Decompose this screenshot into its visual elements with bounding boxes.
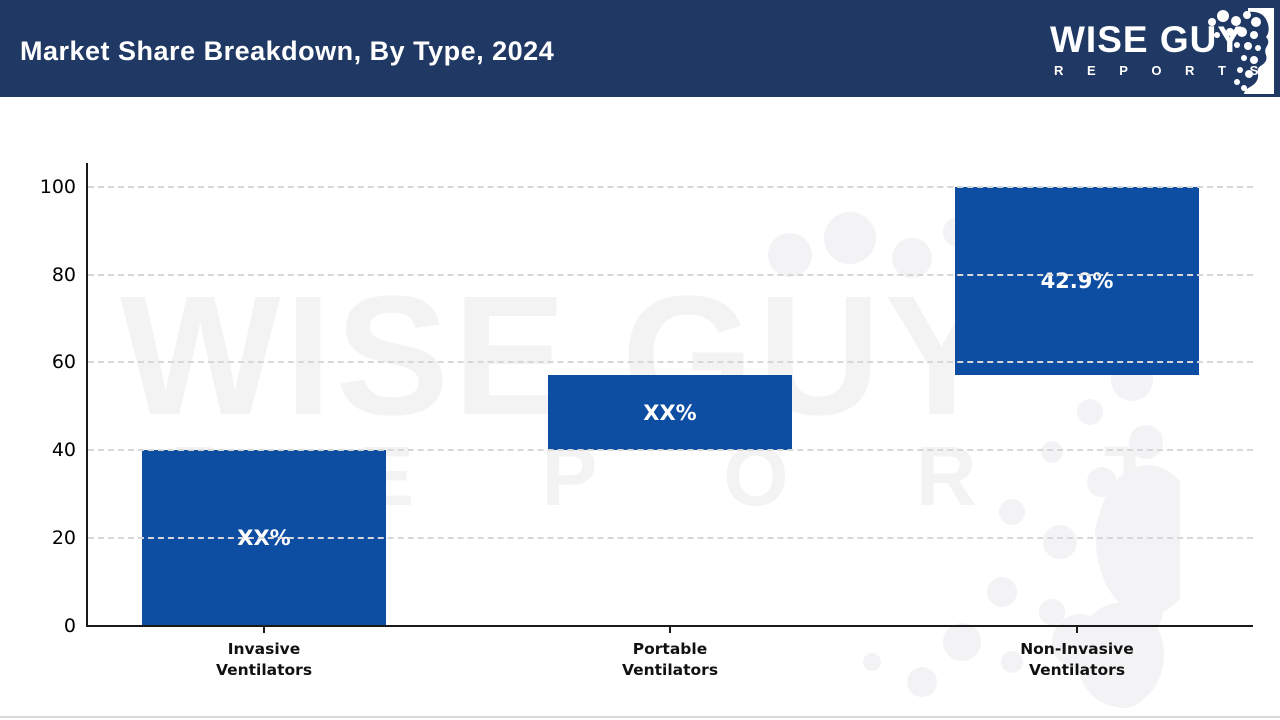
x-category-label: Invasive Ventilators (114, 639, 414, 681)
page-title: Market Share Breakdown, By Type, 2024 (20, 36, 555, 66)
gridline-60 (88, 361, 1253, 363)
logo-subtitle: R E P O R T S (1054, 63, 1269, 78)
gridline-40 (88, 449, 1253, 451)
logo-text: WISE GUY R E P O R T S (1050, 19, 1269, 79)
x-tick-mark (263, 627, 265, 633)
y-tick-label: 60 (51, 351, 76, 373)
category-line: Portable (632, 640, 708, 658)
bar-value-label: XX% (643, 400, 697, 425)
bar-portable-ventilators: XX% (548, 375, 792, 450)
category-line: Invasive (227, 640, 301, 658)
y-tick-label: 0 (63, 615, 76, 637)
category-line: Ventilators (215, 661, 313, 679)
category-line: Ventilators (1028, 661, 1126, 679)
x-category-label: Non-Invasive Ventilators (927, 639, 1227, 681)
y-tick-label: 100 (39, 176, 76, 198)
gridline-80 (88, 274, 1253, 276)
x-category-label: Portable Ventilators (520, 639, 820, 681)
x-tick-mark (1076, 627, 1078, 633)
logo-wordmark: WISE GUY (1050, 19, 1244, 60)
y-axis-line (86, 163, 88, 627)
bar-non-invasive-ventilators: 42.9% (955, 187, 1199, 375)
y-tick-label: 40 (51, 439, 76, 461)
x-axis-line (86, 625, 1253, 627)
bottom-divider (0, 716, 1280, 718)
bar-value-label: 42.9% (1040, 269, 1114, 293)
gridline-100 (88, 186, 1253, 188)
gridline-20 (88, 537, 1253, 539)
x-tick-mark (669, 627, 671, 633)
category-line: Non-Invasive (1020, 640, 1134, 658)
y-tick-label: 80 (51, 264, 76, 286)
header: Market Share Breakdown, By Type, 2024 WI… (0, 0, 1280, 97)
y-tick-label: 20 (51, 527, 76, 549)
brand-logo: WISE GUY R E P O R T S (1020, 6, 1274, 94)
dotted-face-icon (1208, 8, 1274, 94)
category-line: Ventilators (621, 661, 719, 679)
